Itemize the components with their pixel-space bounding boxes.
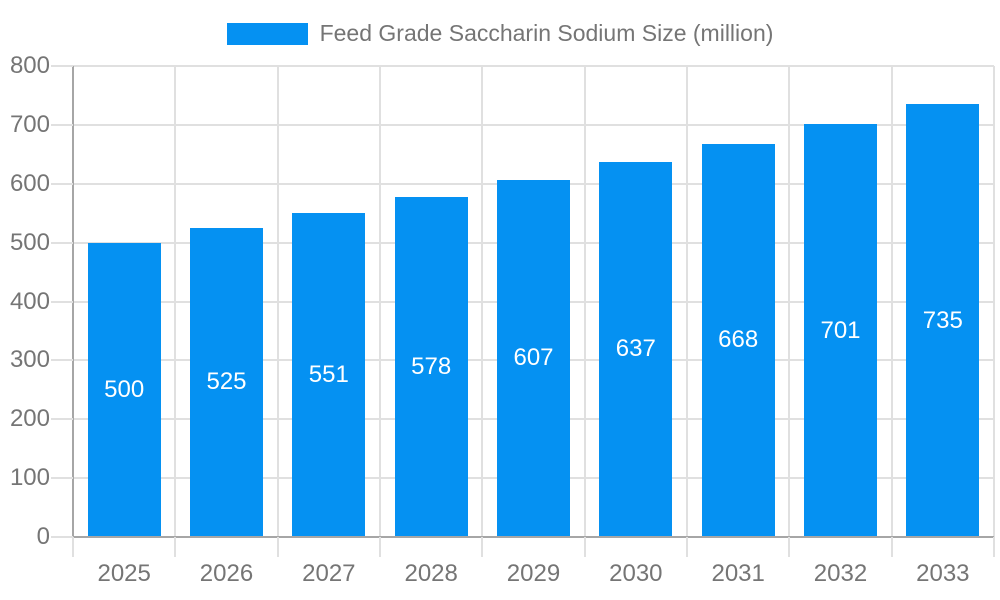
bar-value-label: 735 — [922, 306, 963, 334]
bar[interactable] — [292, 212, 366, 537]
y-axis-tick — [51, 359, 73, 362]
y-tick-label: 300 — [9, 346, 50, 374]
x-axis-tick — [276, 537, 279, 557]
y-axis-tick — [51, 477, 73, 480]
y-tick-label: 500 — [9, 228, 50, 256]
x-axis-tick — [583, 537, 586, 557]
plot-area: 500 525 551 578 607 637 668 701 735 — [73, 65, 995, 537]
x-axis-line — [73, 536, 994, 538]
bar[interactable] — [87, 242, 161, 537]
legend-item[interactable]: Feed Grade Saccharin Sodium Size (millio… — [0, 20, 1000, 47]
v-gridline — [481, 66, 484, 537]
bar-value-label: 607 — [513, 344, 554, 372]
v-gridline — [174, 66, 177, 537]
y-tick-label: 100 — [9, 464, 50, 492]
bar[interactable] — [599, 161, 673, 537]
x-axis-tick — [788, 537, 791, 557]
y-axis-tick — [51, 182, 73, 185]
bar[interactable] — [190, 227, 263, 537]
y-axis-line — [72, 66, 74, 537]
y-axis-tick — [51, 123, 73, 126]
bar-value-label: 500 — [104, 375, 145, 403]
bar[interactable] — [804, 124, 877, 537]
y-axis-tick — [51, 536, 73, 538]
y-axis-tick — [51, 65, 73, 67]
v-gridline — [788, 66, 791, 537]
bar[interactable] — [394, 196, 468, 537]
legend-swatch-icon — [226, 22, 308, 45]
y-tick-label: 200 — [9, 405, 50, 433]
x-tick-label: 2026 — [199, 560, 254, 587]
h-gridline — [73, 123, 994, 126]
x-tick-label: 2027 — [302, 560, 356, 587]
v-gridline — [583, 66, 586, 537]
x-tick-label: 2028 — [404, 560, 458, 587]
v-gridline — [276, 66, 279, 537]
bar[interactable] — [906, 104, 980, 537]
v-gridline — [379, 66, 381, 537]
x-axis-tick — [379, 537, 381, 557]
y-axis-tick — [51, 418, 73, 421]
v-gridline — [890, 66, 893, 537]
bar-value-label: 637 — [615, 335, 656, 363]
y-axis-tick — [51, 300, 73, 303]
y-axis-tick — [51, 241, 73, 244]
bar-value-label: 578 — [411, 352, 452, 380]
x-axis-tick — [72, 537, 74, 557]
bar[interactable] — [701, 143, 775, 537]
y-tick-label: 600 — [9, 169, 50, 197]
x-axis-tick — [890, 537, 893, 557]
x-axis-tick — [686, 537, 688, 557]
legend-label: Feed Grade Saccharin Sodium Size (millio… — [319, 20, 774, 46]
x-tick-label: 2030 — [609, 560, 663, 587]
x-tick-label: 2029 — [506, 560, 561, 587]
x-tick-label: 2032 — [813, 560, 868, 587]
x-tick-label: 2033 — [916, 560, 970, 587]
x-axis-tick — [993, 537, 995, 557]
v-gridline — [686, 66, 688, 537]
x-tick-label: 2025 — [97, 560, 151, 587]
x-axis-tick — [481, 537, 484, 557]
bar-value-label: 525 — [206, 368, 247, 396]
y-tick-label: 400 — [9, 287, 50, 315]
y-tick-label: 0 — [36, 523, 50, 550]
bar-value-label: 668 — [718, 326, 759, 354]
bar-value-label: 701 — [820, 316, 861, 344]
y-tick-label: 700 — [9, 110, 50, 138]
x-tick-label: 2031 — [711, 560, 765, 587]
bar-value-label: 551 — [308, 360, 349, 388]
x-axis-tick — [174, 537, 177, 557]
y-tick-label: 800 — [9, 52, 50, 79]
bar[interactable] — [497, 179, 570, 537]
v-gridline — [993, 66, 995, 537]
h-gridline — [73, 65, 994, 67]
